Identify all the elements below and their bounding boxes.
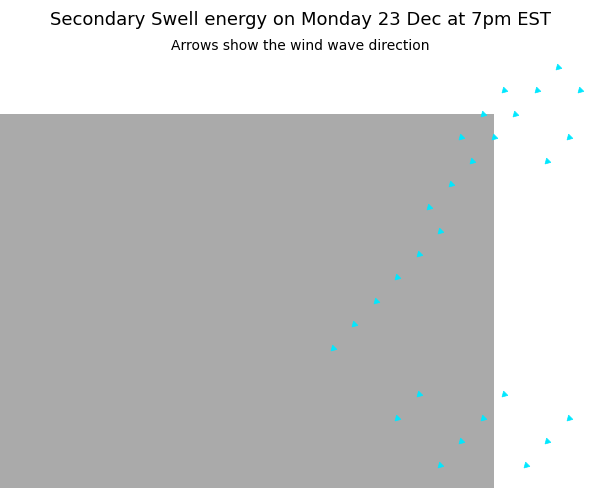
Text: Arrows show the wind wave direction: Arrows show the wind wave direction <box>171 40 430 53</box>
Polygon shape <box>0 115 493 488</box>
Text: Secondary Swell energy on Monday 23 Dec at 7pm EST: Secondary Swell energy on Monday 23 Dec … <box>50 11 551 29</box>
